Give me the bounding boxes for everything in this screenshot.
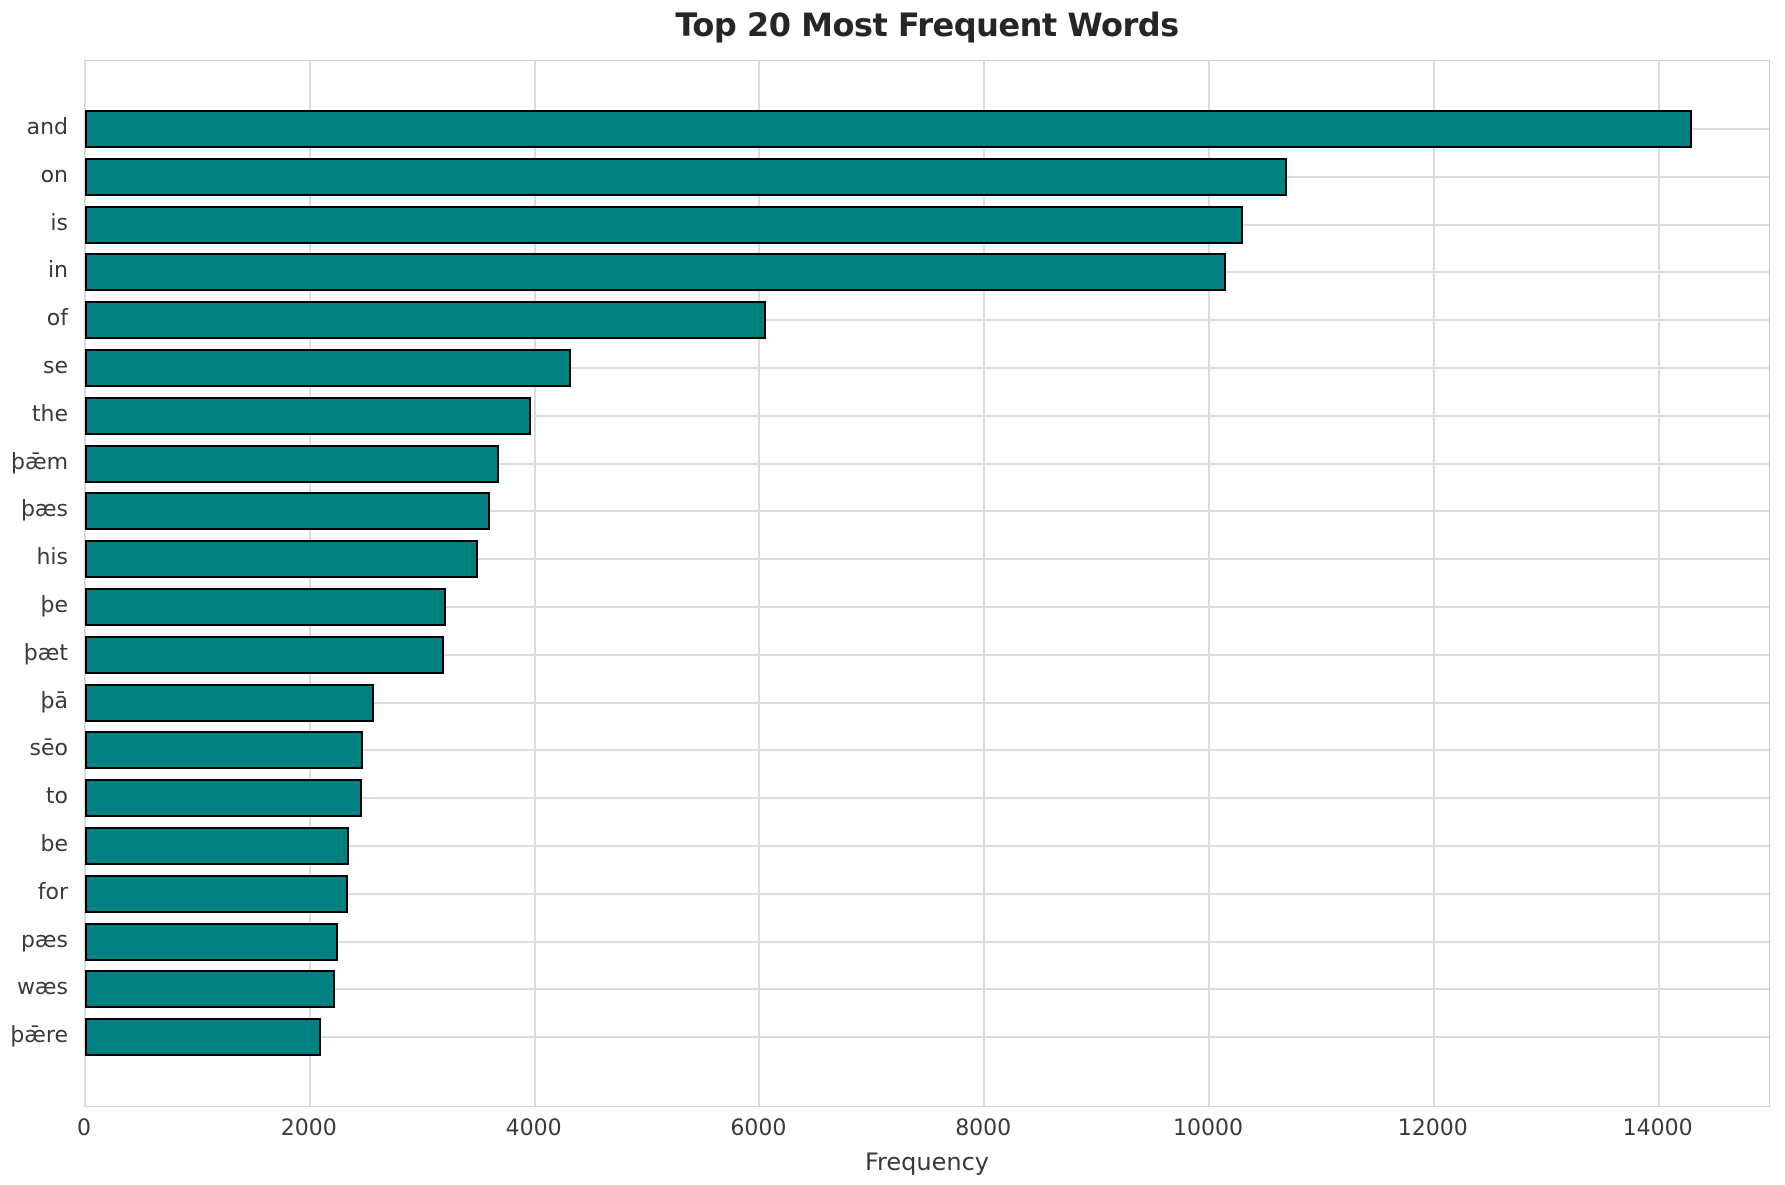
bar-to xyxy=(85,779,362,818)
y-gridline xyxy=(85,653,1769,656)
y-tick-label: se xyxy=(43,354,68,379)
x-tick-label: 2000 xyxy=(280,1116,337,1141)
bar-þe xyxy=(85,588,446,626)
x-gridline xyxy=(758,61,761,1106)
y-gridline xyxy=(85,701,1769,704)
x-gridline xyxy=(983,61,986,1106)
bar-þǣre xyxy=(85,1018,322,1057)
y-gridline xyxy=(85,1036,1769,1039)
y-gridline xyxy=(85,510,1769,513)
bar-be xyxy=(85,827,350,865)
x-gridline xyxy=(1432,61,1435,1106)
bar-sēo xyxy=(85,731,363,770)
y-gridline xyxy=(85,988,1769,991)
y-gridline xyxy=(85,414,1769,417)
y-tick-label: his xyxy=(36,545,68,571)
y-gridline xyxy=(85,749,1769,752)
y-tick-label: of xyxy=(46,306,68,332)
bar-of xyxy=(85,301,767,340)
bar-and xyxy=(85,110,1693,148)
y-tick-label: wæs xyxy=(16,975,68,1001)
x-tick-label: 12000 xyxy=(1397,1116,1468,1141)
y-tick-label: for xyxy=(37,879,68,905)
y-tick-label: the xyxy=(31,401,68,427)
y-tick-label: on xyxy=(40,162,68,188)
bar-the xyxy=(85,396,532,435)
chart-title: Top 20 Most Frequent Words xyxy=(675,6,1179,44)
bar-þæt xyxy=(85,635,444,674)
y-gridline xyxy=(85,558,1769,561)
y-tick-label: in xyxy=(47,258,68,284)
y-tick-label: to xyxy=(45,784,68,810)
x-gridline xyxy=(308,61,311,1106)
bar-on xyxy=(85,157,1287,196)
y-gridline xyxy=(85,797,1769,800)
x-axis-label: Frequency xyxy=(865,1148,989,1176)
y-gridline xyxy=(85,367,1769,369)
x-tick-label: 4000 xyxy=(505,1116,562,1141)
bar-þā xyxy=(85,683,374,722)
bar-pæs xyxy=(85,922,338,961)
y-tick-label: þā xyxy=(40,688,68,714)
y-tick-label: þe xyxy=(40,593,69,618)
y-tick-label: be xyxy=(40,832,69,857)
y-gridline xyxy=(85,462,1769,465)
x-tick-label: 6000 xyxy=(730,1116,787,1141)
y-gridline xyxy=(85,606,1769,608)
bar-wæs xyxy=(85,970,335,1009)
x-gridline xyxy=(84,61,86,1106)
x-tick-label: 10000 xyxy=(1173,1116,1243,1141)
bar-þæs xyxy=(85,492,490,531)
y-tick-label: is xyxy=(50,210,68,236)
y-tick-label: þæs xyxy=(20,497,68,523)
y-tick-label: þǣm xyxy=(11,449,68,475)
y-tick-label: þǣre xyxy=(10,1023,68,1049)
bar-þǣm xyxy=(85,444,499,483)
y-tick-label: sēo xyxy=(29,736,68,762)
bar-his xyxy=(85,540,479,579)
y-tick-label: pæs xyxy=(20,927,68,953)
y-tick-label: þæt xyxy=(23,640,68,666)
x-gridline xyxy=(1657,61,1660,1106)
bar-is xyxy=(85,205,1243,244)
y-gridline xyxy=(85,940,1769,943)
plot-area xyxy=(84,60,1770,1107)
y-tick-label: and xyxy=(26,115,68,140)
y-gridline xyxy=(85,319,1769,322)
y-gridline xyxy=(85,892,1769,895)
x-tick-label: 14000 xyxy=(1622,1116,1693,1141)
x-tick-label: 8000 xyxy=(955,1116,1012,1141)
bar-in xyxy=(85,253,1226,292)
bar-se xyxy=(85,349,571,387)
x-tick-label: 0 xyxy=(77,1116,91,1141)
bar-for xyxy=(85,874,349,913)
x-gridline xyxy=(1208,61,1210,1106)
y-gridline xyxy=(85,845,1769,847)
x-gridline xyxy=(533,61,536,1106)
